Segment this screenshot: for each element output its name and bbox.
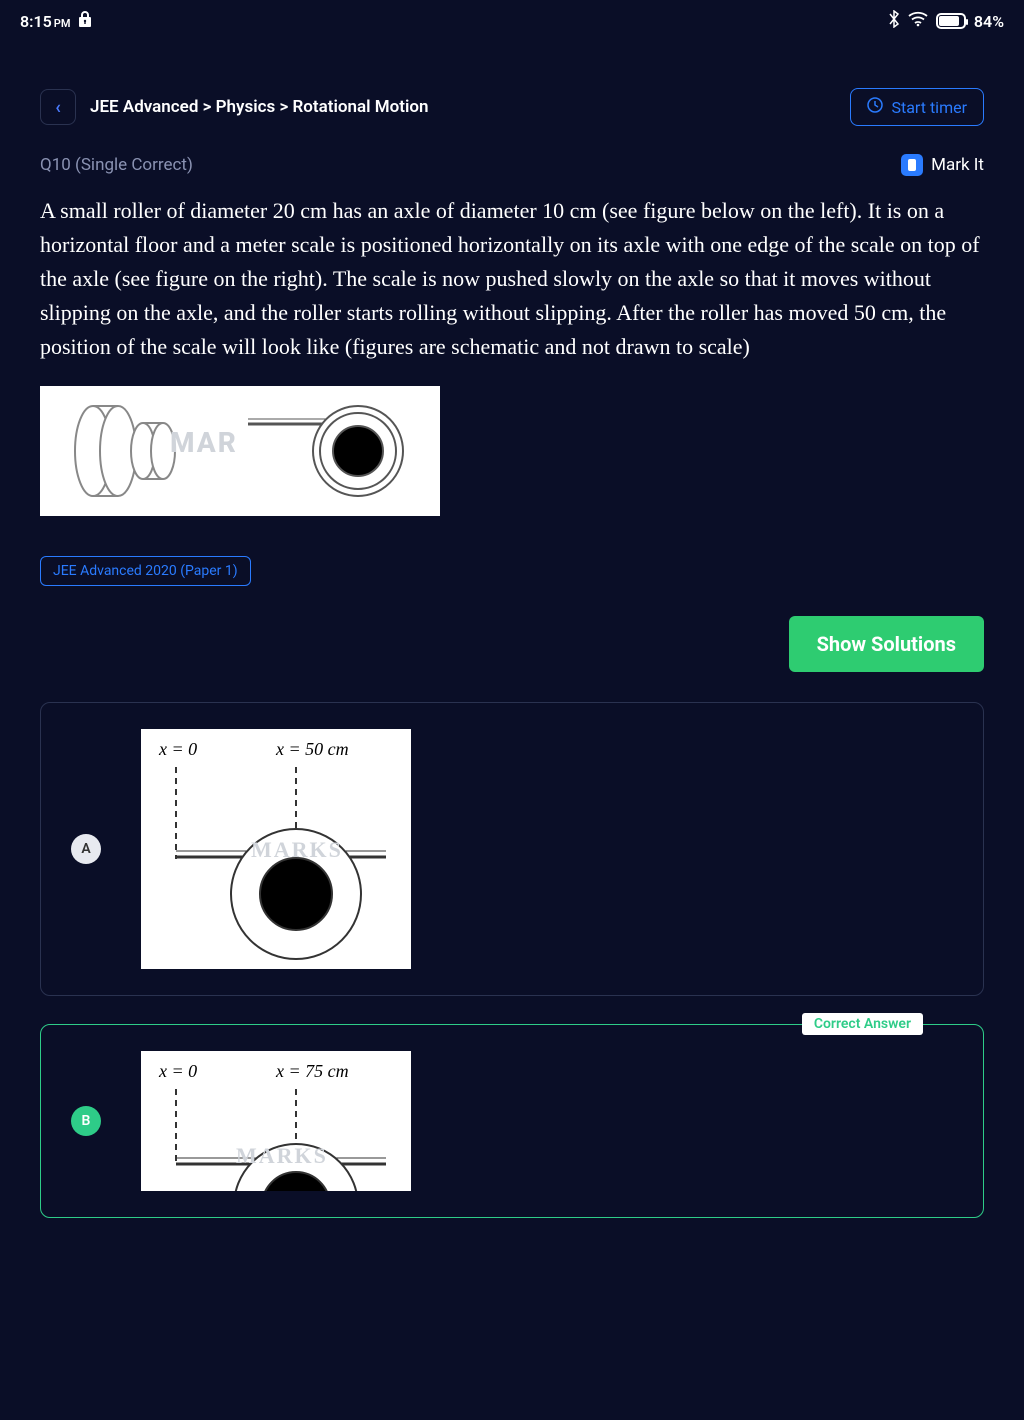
- roller-front-view-icon: [248, 396, 418, 506]
- source-tag-label: JEE Advanced 2020 (Paper 1): [40, 556, 251, 586]
- chevron-left-icon: ‹: [55, 97, 61, 118]
- main-content: ‹ JEE Advanced > Physics > Rotational Mo…: [0, 38, 1024, 1266]
- watermark-text: MAR: [170, 426, 238, 459]
- breadcrumb[interactable]: JEE Advanced > Physics > Rotational Moti…: [90, 97, 429, 117]
- bluetooth-icon: [888, 10, 900, 32]
- battery-fill: [939, 16, 959, 26]
- lock-icon: [78, 11, 92, 31]
- status-left: 8:15PM: [20, 11, 92, 31]
- mark-it-button[interactable]: Mark It: [901, 154, 984, 176]
- option-b-x1: x = 75 cm: [276, 1061, 349, 1082]
- show-solutions-button[interactable]: Show Solutions: [789, 616, 984, 672]
- option-a-letter: A: [71, 834, 101, 864]
- start-timer-button[interactable]: Start timer: [850, 88, 984, 126]
- option-b-letter: B: [71, 1106, 101, 1136]
- option-b-x0: x = 0: [159, 1061, 197, 1082]
- watermark-text: MARKS: [236, 1143, 328, 1169]
- show-solutions-label: Show Solutions: [817, 632, 956, 656]
- question-figure: MAR: [40, 386, 440, 516]
- source-tag[interactable]: JEE Advanced 2020 (Paper 1): [40, 556, 984, 616]
- status-right: 84%: [888, 10, 1004, 32]
- option-a-x0: x = 0: [159, 739, 197, 760]
- start-timer-label: Start timer: [891, 98, 967, 117]
- clock-time: 8:15PM: [20, 12, 70, 31]
- correct-answer-badge: Correct Answer: [802, 1013, 923, 1035]
- nav-left: ‹ JEE Advanced > Physics > Rotational Mo…: [40, 89, 429, 125]
- wifi-icon: [908, 11, 928, 31]
- meta-row: Q10 (Single Correct) Mark It: [40, 154, 984, 176]
- battery-percent: 84%: [974, 12, 1004, 31]
- watermark-text: MARKS: [251, 837, 343, 863]
- solutions-row: Show Solutions: [40, 616, 984, 672]
- back-button[interactable]: ‹: [40, 89, 76, 125]
- mark-it-label: Mark It: [931, 155, 984, 175]
- nav-row: ‹ JEE Advanced > Physics > Rotational Mo…: [40, 88, 984, 126]
- bookmark-icon: [901, 154, 923, 176]
- option-a-card[interactable]: A x = 0 x = 50 cm MARKS: [40, 702, 984, 996]
- option-a-figure: x = 0 x = 50 cm MARKS: [141, 729, 411, 969]
- option-b-card[interactable]: Correct Answer B x = 0 x = 75 cm MARKS: [40, 1024, 984, 1218]
- clock-icon: [867, 97, 883, 117]
- option-a-x1: x = 50 cm: [276, 739, 349, 760]
- option-b-figure: x = 0 x = 75 cm MARKS: [141, 1051, 411, 1191]
- question-number: Q10 (Single Correct): [40, 155, 193, 175]
- question-text: A small roller of diameter 20 cm has an …: [40, 194, 984, 364]
- status-bar: 8:15PM 84%: [0, 0, 1024, 38]
- battery-icon: [936, 13, 966, 29]
